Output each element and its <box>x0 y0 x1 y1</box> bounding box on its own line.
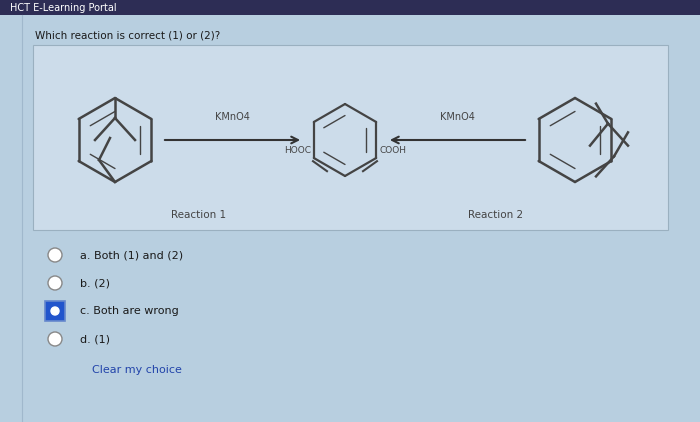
FancyBboxPatch shape <box>33 45 668 230</box>
Text: Reaction 2: Reaction 2 <box>468 210 524 220</box>
Bar <box>0 0 700 15</box>
Text: KMnO4: KMnO4 <box>440 112 475 122</box>
Circle shape <box>48 276 62 290</box>
Text: COOH: COOH <box>379 146 406 155</box>
Text: c. Both are wrong: c. Both are wrong <box>80 306 178 316</box>
Circle shape <box>51 307 59 315</box>
Text: Reaction 1: Reaction 1 <box>172 210 227 220</box>
Text: Clear my choice: Clear my choice <box>92 365 182 375</box>
Text: b. (2): b. (2) <box>80 278 110 288</box>
Text: Which reaction is correct (1) or (2)?: Which reaction is correct (1) or (2)? <box>35 30 220 40</box>
Text: KMnO4: KMnO4 <box>215 112 250 122</box>
Text: HOOC: HOOC <box>284 146 311 155</box>
FancyBboxPatch shape <box>45 301 65 321</box>
Text: a. Both (1) and (2): a. Both (1) and (2) <box>80 250 183 260</box>
Circle shape <box>48 332 62 346</box>
Text: d. (1): d. (1) <box>80 334 110 344</box>
Circle shape <box>48 248 62 262</box>
Text: HCT E-Learning Portal: HCT E-Learning Portal <box>10 3 117 13</box>
